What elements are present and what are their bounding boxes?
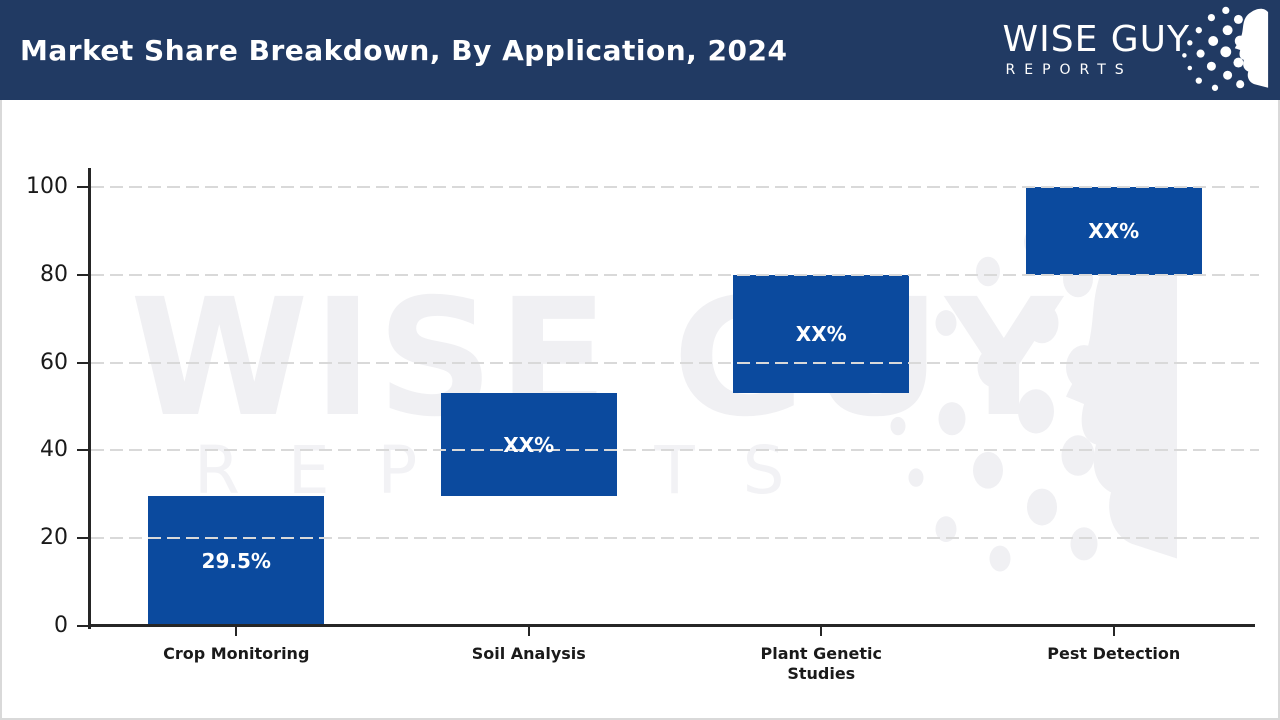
y-tick-mark — [77, 186, 88, 188]
y-tick-label: 20 — [40, 525, 68, 551]
x-tick-mark — [1112, 627, 1115, 636]
y-tick-label: 80 — [40, 261, 68, 287]
x-category-label: Crop Monitoring — [163, 644, 310, 663]
y-tick-mark — [77, 537, 88, 540]
bar-value-label: XX% — [795, 322, 847, 347]
logo-tagline-text: REPORTS — [1005, 62, 1133, 78]
bar-segment — [1025, 187, 1202, 275]
logo-name-text: WISE GUY — [1002, 19, 1190, 60]
x-tick-mark — [820, 627, 823, 636]
bar-value-label: XX% — [503, 432, 555, 457]
x-tick-mark — [235, 627, 238, 636]
y-tick-mark — [77, 625, 88, 627]
y-tick-label: 100 — [26, 174, 68, 199]
gridline — [91, 186, 1259, 188]
chart-plot-area: 29.5% XX% XX% XX% 0 20 40 60 80 100 Crop Monitorin… — [26, 168, 1260, 683]
x-category-label: Plant Genetic Studies — [760, 644, 882, 683]
x-category-label: Pest Detection — [1047, 644, 1181, 663]
page-title: Market Share Breakdown, By Application, … — [20, 33, 788, 67]
gridline — [91, 361, 1259, 364]
y-tick-mark — [77, 449, 88, 452]
watermark-face-icon — [890, 227, 1177, 572]
y-tick-label: 0 — [54, 613, 68, 638]
gridline — [91, 273, 1259, 276]
y-tick-mark — [77, 361, 88, 364]
wise-guy-logo-text: WISE GUY REPORTS — [1002, 19, 1191, 79]
bar-segment — [148, 496, 325, 626]
wise-guy-logo-face-icon — [1182, 6, 1269, 91]
bar-segment — [440, 393, 617, 497]
y-tick-label: 60 — [40, 349, 68, 375]
bar-value-label: 29.5% — [201, 549, 271, 574]
gridline — [91, 537, 1259, 540]
x-category-label: Soil Analysis — [471, 644, 586, 663]
chart-card: WISE GUY REPORTS 29.5%XX%XX%XX%020406080… — [0, 100, 1280, 720]
y-tick-mark — [77, 273, 88, 276]
bar-value-label: XX% — [1088, 218, 1140, 243]
wise-guy-logo: WISE GUY REPORTS — [1002, 4, 1272, 96]
x-tick-mark — [527, 627, 530, 636]
bar-segment — [733, 274, 910, 394]
y-tick-label: 40 — [40, 437, 68, 463]
y-axis-spine — [88, 168, 91, 629]
gridline — [91, 449, 1259, 452]
header-bar: Market Share Breakdown, By Application, … — [0, 0, 1280, 100]
x-axis-spine — [88, 624, 1255, 627]
